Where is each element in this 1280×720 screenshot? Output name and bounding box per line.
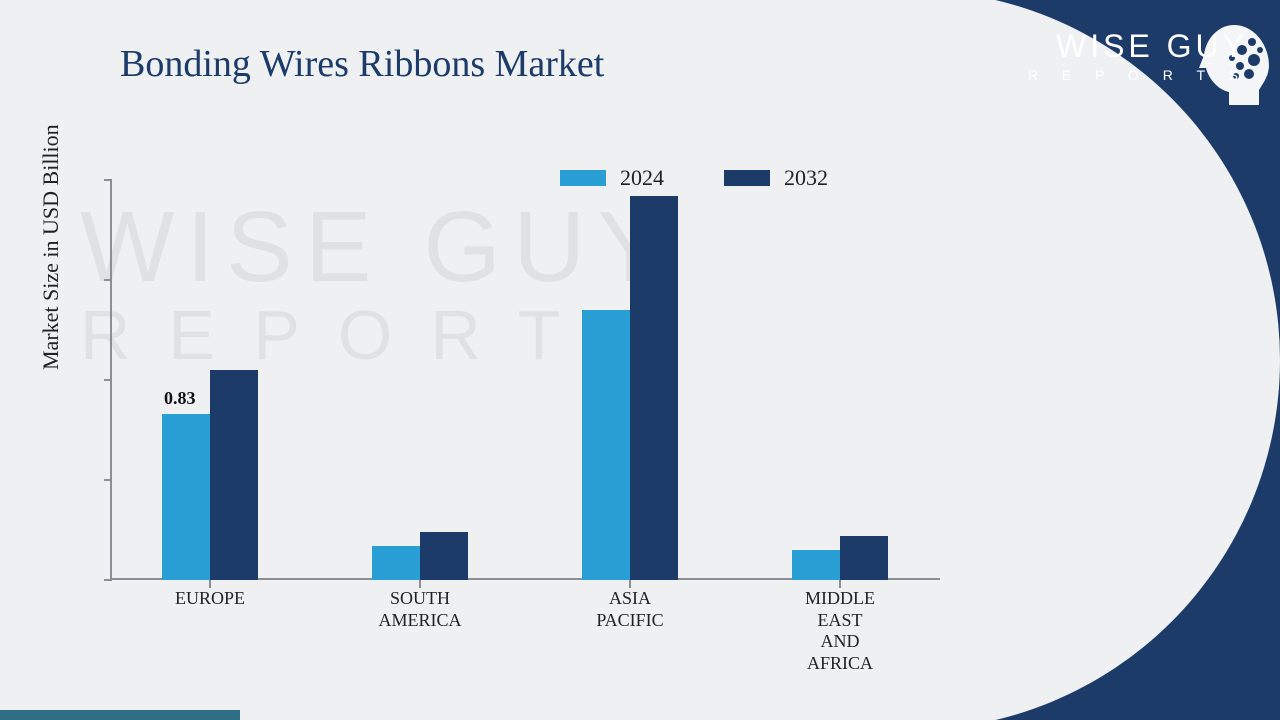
plot-area: [110, 180, 940, 580]
category-label: EUROPE: [130, 588, 290, 610]
y-tick: [104, 179, 112, 181]
bar: [210, 370, 258, 580]
bar: [840, 536, 888, 580]
bar: [162, 414, 210, 580]
bar-group: [582, 196, 678, 580]
bar: [372, 546, 420, 580]
y-tick: [104, 279, 112, 281]
y-axis-label: Market Size in USD Billion: [38, 124, 64, 370]
x-tick: [629, 580, 631, 588]
bar: [582, 310, 630, 580]
bar: [420, 532, 468, 580]
category-label: MIDDLE EAST AND AFRICA: [760, 588, 920, 674]
logo-line2: R E P O R T S: [1028, 67, 1248, 83]
x-tick: [419, 580, 421, 588]
bar: [792, 550, 840, 580]
category-label: ASIA PACIFIC: [550, 588, 710, 631]
logo-text: WISE GUY R E P O R T S: [1028, 28, 1248, 83]
logo-line1: WISE GUY: [1028, 28, 1248, 65]
x-tick: [209, 580, 211, 588]
chart-canvas: WISE GUY REPORTS Bonding Wires Ribbons M…: [0, 0, 1280, 720]
bar: [630, 196, 678, 580]
footer-accent-bar: [0, 710, 240, 720]
bar-group: [792, 536, 888, 580]
chart-title: Bonding Wires Ribbons Market: [120, 42, 604, 86]
category-label: SOUTH AMERICA: [340, 588, 500, 631]
y-tick: [104, 579, 112, 581]
y-tick: [104, 479, 112, 481]
x-tick: [839, 580, 841, 588]
bar-value-label: 0.83: [164, 388, 196, 409]
y-tick: [104, 379, 112, 381]
bar-group: [372, 532, 468, 580]
